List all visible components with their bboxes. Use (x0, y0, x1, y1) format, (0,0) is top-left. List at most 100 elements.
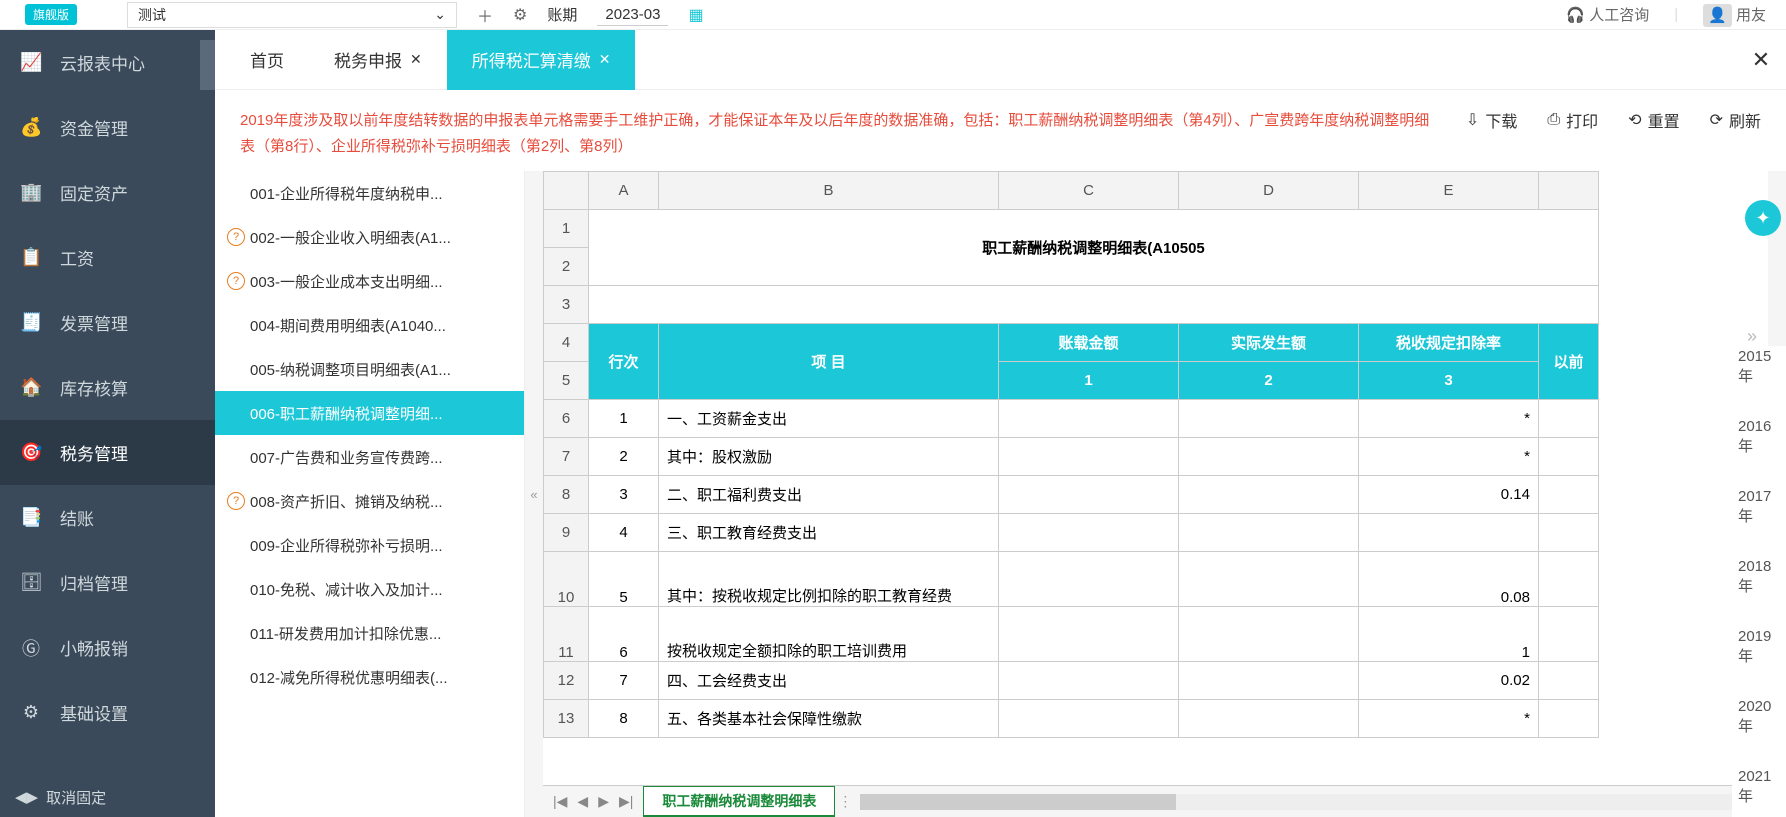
row-header[interactable]: 3 (544, 286, 589, 324)
sidebar-item-archive[interactable]: 🗄归档管理 (0, 550, 215, 615)
cell[interactable] (1179, 476, 1359, 514)
cell[interactable] (1539, 438, 1599, 476)
cell[interactable]: 6 (589, 607, 659, 662)
refresh-button[interactable]: ⟳刷新 (1710, 108, 1761, 132)
year-item[interactable]: 2019年 (1732, 626, 1786, 668)
sidebar-item-inventory[interactable]: 🏠库存核算 (0, 355, 215, 420)
consult-link[interactable]: 🎧 人工咨询 (1566, 4, 1649, 25)
cell[interactable]: 二、职工福利费支出 (659, 476, 999, 514)
sheet-hscroll[interactable] (860, 794, 1763, 810)
col-header[interactable]: C (999, 172, 1179, 210)
cell[interactable] (1539, 607, 1599, 662)
sidebar-item-salary[interactable]: 📋工资 (0, 225, 215, 290)
sidebar-item-money[interactable]: 💰资金管理 (0, 95, 215, 160)
row-header[interactable]: 9 (544, 514, 589, 552)
row-header[interactable]: 8 (544, 476, 589, 514)
row-header[interactable]: 13 (544, 700, 589, 738)
print-button[interactable]: ⎙打印 (1547, 108, 1598, 132)
cell[interactable]: 0.02 (1359, 662, 1539, 700)
cell[interactable]: 4 (589, 514, 659, 552)
tab-close-icon[interactable]: ✕ (599, 51, 611, 68)
row-header[interactable]: 4 (544, 324, 589, 362)
cell[interactable] (999, 607, 1179, 662)
user-menu[interactable]: 👤 用友 (1703, 4, 1766, 25)
cell[interactable]: * (1359, 400, 1539, 438)
cell[interactable]: 1 (1359, 607, 1539, 662)
cell[interactable] (999, 662, 1179, 700)
sidebar-expand-handle[interactable] (200, 40, 215, 90)
tab-0[interactable]: 首页 (225, 30, 309, 90)
cell[interactable] (1179, 607, 1359, 662)
cell[interactable] (1359, 514, 1539, 552)
row-header[interactable]: 2 (544, 248, 589, 286)
cell[interactable] (1539, 552, 1599, 607)
sheet-tab-active[interactable]: 职工薪酬纳税调整明细表 (643, 786, 835, 817)
cell[interactable]: 其中：股权激励 (659, 438, 999, 476)
year-item[interactable]: 2017年 (1732, 486, 1786, 528)
form-list-item[interactable]: 003-一般企业成本支出明细... (215, 259, 524, 303)
col-header[interactable] (1539, 172, 1599, 210)
year-rail-expand-icon[interactable]: » (1747, 326, 1757, 347)
cell[interactable] (999, 438, 1179, 476)
row-header[interactable]: 11 (544, 607, 589, 662)
row-header[interactable]: 1 (544, 210, 589, 248)
tab-1[interactable]: 税务申报✕ (309, 30, 447, 90)
form-list-item[interactable]: 009-企业所得税弥补亏损明... (215, 523, 524, 567)
cell[interactable] (1539, 476, 1599, 514)
year-item[interactable]: 2015年 (1732, 346, 1786, 388)
cell[interactable]: 三、职工教育经费支出 (659, 514, 999, 552)
cell[interactable]: 0.08 (1359, 552, 1539, 607)
tab-close-icon[interactable]: ✕ (410, 51, 422, 68)
tab-2[interactable]: 所得税汇算清缴✕ (447, 30, 636, 90)
col-header[interactable]: E (1359, 172, 1539, 210)
cell[interactable] (1179, 700, 1359, 738)
sheet-nav-last[interactable]: ▶| (619, 793, 633, 810)
sidebar-item-promo[interactable]: Ⓖ小畅报销 (0, 615, 215, 680)
cell[interactable] (999, 552, 1179, 607)
cell[interactable] (1179, 400, 1359, 438)
form-list-item[interactable]: 002-一般企业收入明细表(A1... (215, 215, 524, 259)
cell[interactable]: 一、工资薪金支出 (659, 400, 999, 438)
period-value[interactable]: 2023-03 (597, 4, 668, 26)
cell[interactable] (999, 476, 1179, 514)
sidebar-item-building[interactable]: 🏢固定资产 (0, 160, 215, 225)
cell[interactable] (1539, 662, 1599, 700)
row-header[interactable]: 6 (544, 400, 589, 438)
cell[interactable]: 四、工会经费支出 (659, 662, 999, 700)
form-list-item[interactable]: 011-研发费用加计扣除优惠... (215, 611, 524, 655)
sheet-nav-prev[interactable]: ◀ (577, 793, 588, 810)
cell[interactable] (1179, 662, 1359, 700)
sidebar-item-invoice[interactable]: 🧾发票管理 (0, 290, 215, 355)
sidebar-pin-toggle[interactable]: ◀▶ 取消固定 (0, 777, 215, 817)
cell[interactable]: 1 (589, 400, 659, 438)
cell[interactable] (1539, 700, 1599, 738)
cell[interactable] (1179, 514, 1359, 552)
row-header[interactable]: 12 (544, 662, 589, 700)
form-list-item[interactable]: 005-纳税调整项目明细表(A1... (215, 347, 524, 391)
gear-icon[interactable]: ⚙ (513, 5, 527, 25)
year-item[interactable]: 2021年 (1732, 766, 1786, 808)
form-list-item[interactable]: 006-职工薪酬纳税调整明细... (215, 391, 524, 435)
reset-button[interactable]: ⟲重置 (1628, 108, 1679, 132)
cell[interactable]: * (1359, 700, 1539, 738)
sheet-splitter[interactable]: ⋮ (835, 793, 855, 810)
year-item[interactable]: 2018年 (1732, 556, 1786, 598)
cell[interactable]: 7 (589, 662, 659, 700)
tabs-close-all[interactable]: ✕ (1746, 45, 1776, 75)
cell[interactable] (589, 286, 1599, 324)
form-list-item[interactable]: 001-企业所得税年度纳税申... (215, 171, 524, 215)
col-header[interactable]: B (659, 172, 999, 210)
form-list-item[interactable]: 012-减免所得税优惠明细表(... (215, 655, 524, 699)
cell[interactable]: 按税收规定全额扣除的职工培训费用 (659, 607, 999, 662)
sidebar-item-chart[interactable]: 📈云报表中心 (0, 30, 215, 95)
cell[interactable] (999, 400, 1179, 438)
sheet-nav-first[interactable]: |◀ (553, 793, 567, 810)
cell[interactable]: 其中：按税收规定比例扣除的职工教育经费 (659, 552, 999, 607)
form-list-item[interactable]: 007-广告费和业务宣传费跨... (215, 435, 524, 479)
cell[interactable] (999, 700, 1179, 738)
company-selector[interactable]: 测试 ⌄ (127, 2, 457, 28)
col-header[interactable]: A (589, 172, 659, 210)
spreadsheet[interactable]: ABCDE1职工薪酬纳税调整明细表(A10505234 行次 项 目 账载金额 … (543, 171, 1768, 785)
year-item[interactable]: 2020年 (1732, 696, 1786, 738)
col-header[interactable]: D (1179, 172, 1359, 210)
